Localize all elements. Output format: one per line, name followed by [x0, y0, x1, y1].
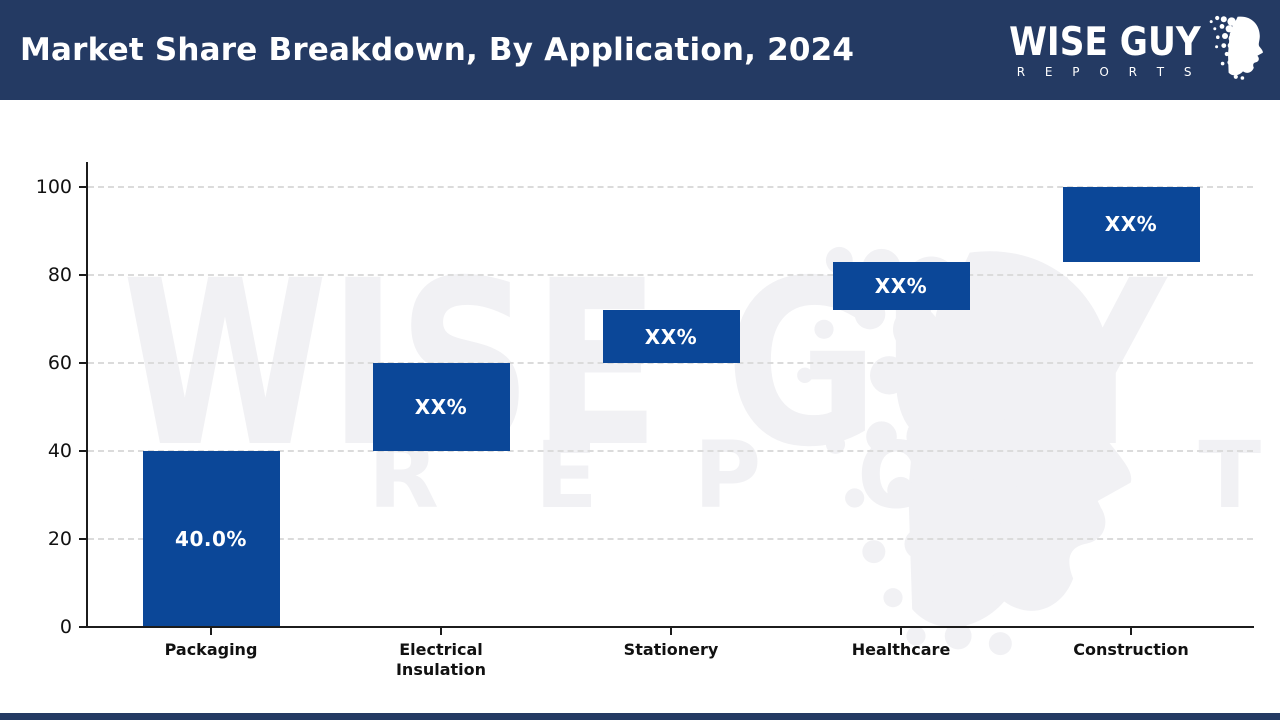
- x-category-label: Healthcare: [851, 640, 951, 659]
- bar-construction: XX%: [1062, 187, 1200, 262]
- header-bar: Market Share Breakdown, By Application, …: [0, 0, 1280, 100]
- x-tick-mark: [440, 628, 442, 635]
- x-tick-mark: [210, 628, 212, 635]
- y-tick-mark: [79, 186, 87, 188]
- x-category-label: Packaging: [164, 640, 258, 659]
- gridline: [88, 450, 1253, 452]
- y-tick-label: 80: [47, 264, 72, 286]
- x-axis-line: [86, 626, 1254, 628]
- bar-value-label: XX%: [874, 273, 928, 298]
- wiseguy-logo: WISE GUY R E P O R T S: [996, 12, 1270, 88]
- y-axis-line: [86, 162, 88, 628]
- x-category-label: Construction: [1073, 640, 1189, 659]
- y-tick-label: 100: [35, 176, 72, 198]
- x-category-label: Stationery: [623, 640, 719, 659]
- bar-electrical-insulation: XX%: [372, 363, 510, 451]
- gridline: [88, 362, 1253, 364]
- logo-wordmark: WISE GUY: [1009, 19, 1201, 65]
- gridline: [88, 186, 1253, 188]
- x-tick-mark: [900, 628, 902, 635]
- logo-text: WISE GUY R E P O R T S: [996, 23, 1214, 78]
- gridline: [88, 274, 1253, 276]
- bar-stationery: XX%: [602, 310, 740, 363]
- y-tick-label: 20: [47, 528, 72, 550]
- page-title: Market Share Breakdown, By Application, …: [20, 32, 855, 68]
- bar-value-label: XX%: [644, 324, 698, 349]
- bar-packaging: 40.0%: [142, 451, 280, 627]
- y-tick-mark: [79, 362, 87, 364]
- bar-value-label: XX%: [414, 395, 468, 419]
- footer-bar: [0, 713, 1280, 720]
- y-tick-mark: [79, 450, 87, 452]
- logo-dotted-head-icon: [1209, 15, 1263, 80]
- bar-value-label: 40.0%: [175, 527, 247, 551]
- y-tick-label: 40: [47, 440, 72, 462]
- bar-value-label: XX%: [1104, 212, 1158, 237]
- x-category-label: Electrical Insulation: [395, 640, 487, 679]
- gridline: [88, 538, 1253, 540]
- bar-healthcare: XX%: [832, 261, 970, 311]
- x-tick-mark: [1130, 628, 1132, 635]
- y-tick-mark: [79, 538, 87, 540]
- y-tick-label: 0: [59, 616, 72, 638]
- logo-subtitle: R E P O R T S: [1016, 64, 1200, 79]
- y-tick-label: 60: [47, 352, 72, 374]
- x-tick-mark: [670, 628, 672, 635]
- y-tick-mark: [79, 274, 87, 276]
- y-tick-mark: [79, 626, 87, 628]
